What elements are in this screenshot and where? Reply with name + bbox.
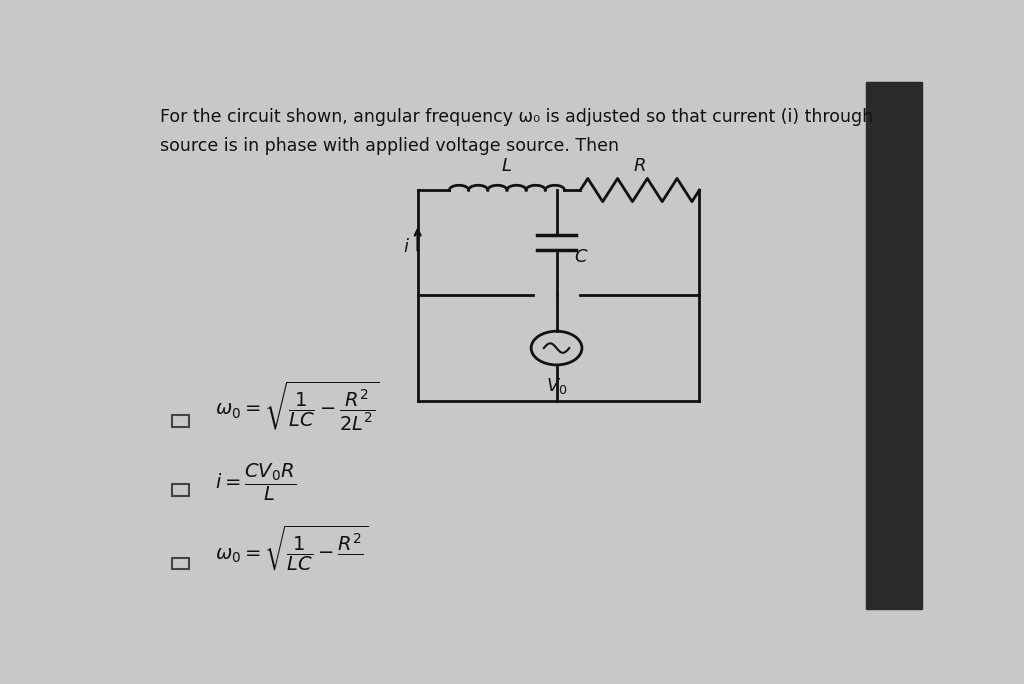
- Text: source is in phase with applied voltage source. Then: source is in phase with applied voltage …: [160, 137, 618, 155]
- Text: i: i: [403, 238, 409, 256]
- Bar: [172, 557, 189, 569]
- Text: For the circuit shown, angular frequency ω₀ is adjusted so that current (i) thro: For the circuit shown, angular frequency…: [160, 109, 872, 127]
- Bar: [866, 82, 922, 609]
- Bar: [172, 415, 189, 427]
- Text: $\omega_0 = \sqrt{\dfrac{1}{LC} - \dfrac{R^2}{2L^2}}$: $\omega_0 = \sqrt{\dfrac{1}{LC} - \dfrac…: [215, 380, 380, 433]
- Bar: [172, 484, 189, 495]
- Text: R: R: [634, 157, 646, 175]
- Text: $\omega_0 = \sqrt{\dfrac{1}{LC} - \dfrac{R^2}{\quad}}$: $\omega_0 = \sqrt{\dfrac{1}{LC} - \dfrac…: [215, 523, 369, 573]
- Text: L: L: [502, 157, 512, 175]
- Text: $V_0$: $V_0$: [546, 376, 567, 397]
- Text: C: C: [574, 248, 587, 266]
- Text: $i = \dfrac{CV_0R}{L}$: $i = \dfrac{CV_0R}{L}$: [215, 462, 296, 503]
